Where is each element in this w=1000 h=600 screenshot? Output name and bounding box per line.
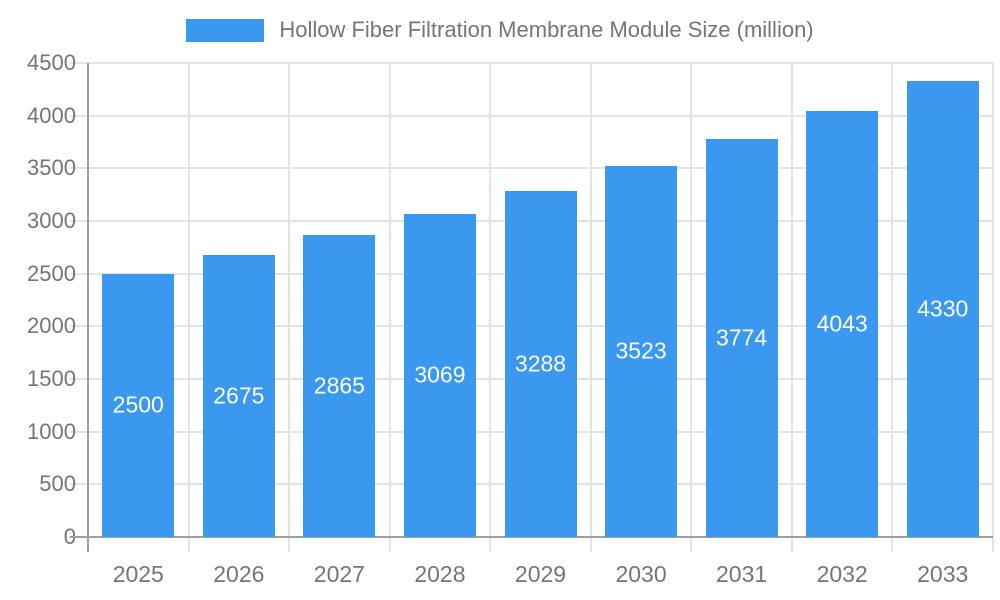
bar-value-label: 2675 — [213, 382, 265, 409]
chart-title: Hollow Fiber Filtration Membrane Module … — [279, 17, 814, 42]
x-axis-label: 2032 — [816, 561, 868, 587]
x-axis-label: 2030 — [615, 561, 667, 587]
bar[interactable]: 4330 — [906, 80, 979, 537]
y-axis-label: 3000 — [27, 208, 76, 233]
bar[interactable]: 4043 — [806, 111, 879, 537]
bar[interactable]: 2675 — [202, 255, 275, 537]
bar-value-label: 4330 — [917, 295, 969, 322]
y-axis-label: 500 — [39, 471, 76, 497]
v-gridline — [388, 63, 391, 552]
v-gridline — [790, 63, 793, 552]
h-gridline — [70, 62, 993, 64]
y-axis-label: 2500 — [27, 260, 76, 286]
y-axis-label: 3500 — [27, 155, 76, 181]
x-axis-label: 2031 — [716, 561, 768, 587]
y-axis-line — [87, 63, 89, 552]
v-gridline — [690, 63, 693, 552]
v-gridline — [992, 63, 994, 552]
v-gridline — [489, 63, 492, 552]
v-gridline — [288, 63, 291, 552]
bar-value-label: 3523 — [615, 337, 667, 364]
x-axis-label: 2026 — [213, 561, 265, 587]
x-axis-label: 2025 — [112, 561, 164, 587]
bar[interactable]: 3523 — [605, 165, 678, 537]
x-axis-label: 2029 — [514, 561, 567, 587]
v-gridline — [187, 63, 190, 552]
v-gridline — [589, 63, 592, 552]
bar-value-label: 2865 — [313, 372, 365, 399]
bar-value-label: 4043 — [816, 310, 868, 337]
y-axis-label: 4000 — [27, 102, 76, 128]
x-axis-label: 2027 — [313, 561, 365, 587]
h-gridline — [70, 114, 993, 117]
bar[interactable]: 3774 — [705, 139, 778, 537]
x-axis-label: 2033 — [917, 561, 969, 587]
y-axis-label: 1000 — [27, 418, 76, 444]
bar[interactable]: 2865 — [303, 235, 376, 537]
x-axis-line — [70, 536, 993, 538]
y-axis-label: 1500 — [27, 366, 76, 391]
legend-swatch-icon — [186, 18, 265, 42]
bar[interactable]: 3069 — [403, 213, 476, 537]
bar[interactable]: 2500 — [102, 273, 175, 537]
v-gridline — [891, 63, 894, 552]
y-axis-label: 2000 — [27, 313, 76, 339]
x-axis-label: 2028 — [414, 561, 466, 587]
y-axis-label: 4500 — [27, 50, 76, 75]
legend-item[interactable]: Hollow Fiber Filtration Membrane Module … — [0, 17, 1000, 43]
bar-value-label: 3774 — [716, 324, 768, 351]
bar-value-label: 2500 — [112, 391, 164, 418]
bar-value-label: 3069 — [414, 361, 466, 388]
y-axis-label: 0 — [63, 524, 76, 549]
h-gridline — [70, 167, 993, 170]
bar-value-label: 3288 — [514, 350, 567, 377]
bar[interactable]: 3288 — [504, 190, 577, 537]
